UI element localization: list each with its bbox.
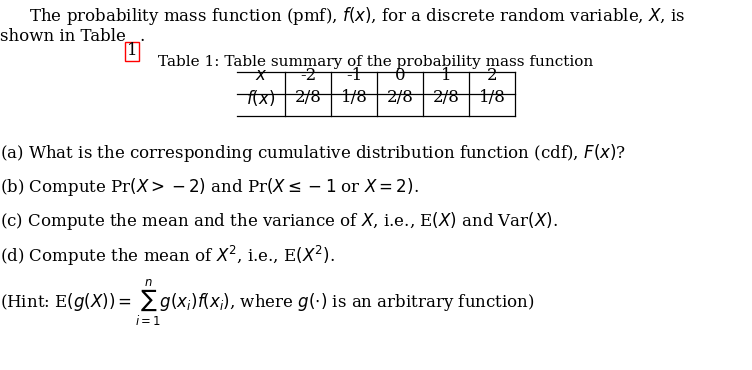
Text: 1: 1 <box>441 67 451 84</box>
Text: (d) Compute the mean of $X^2$, i.e., E$(X^2)$.: (d) Compute the mean of $X^2$, i.e., E$(… <box>0 244 335 268</box>
Text: The probability mass function (pmf), $f(x)$, for a discrete random variable, $X$: The probability mass function (pmf), $f(… <box>8 5 685 27</box>
Text: 1/8: 1/8 <box>341 90 368 107</box>
Text: -2: -2 <box>300 67 316 84</box>
Text: (c) Compute the mean and the variance of $X$, i.e., E$(X)$ and Var$(X)$.: (c) Compute the mean and the variance of… <box>0 210 558 232</box>
Text: 1: 1 <box>126 42 138 59</box>
Text: .: . <box>139 28 144 45</box>
Text: $x$: $x$ <box>255 67 267 84</box>
Text: shown in Table: shown in Table <box>0 28 126 45</box>
Text: 2/8: 2/8 <box>295 90 321 107</box>
Text: Table 1: Table summary of the probability mass function: Table 1: Table summary of the probabilit… <box>159 55 593 69</box>
Text: 2/8: 2/8 <box>387 90 414 107</box>
Text: (a) What is the corresponding cumulative distribution function (cdf), $F(x)$?: (a) What is the corresponding cumulative… <box>0 142 626 164</box>
Text: -1: -1 <box>346 67 362 84</box>
Text: (b) Compute Pr$(X > -2)$ and Pr$(X \leq -1$ or $X = 2)$.: (b) Compute Pr$(X > -2)$ and Pr$(X \leq … <box>0 176 419 198</box>
Text: 1/8: 1/8 <box>478 90 505 107</box>
Text: 2: 2 <box>487 67 497 84</box>
FancyBboxPatch shape <box>125 42 139 61</box>
Text: $f(x)$: $f(x)$ <box>247 88 276 108</box>
Text: (Hint: E$(g(X)) = \sum_{i=1}^{n} g(x_i)f(x_i)$, where $g(\cdot)$ is an arbitrary: (Hint: E$(g(X)) = \sum_{i=1}^{n} g(x_i)f… <box>0 278 535 328</box>
Text: 2/8: 2/8 <box>432 90 459 107</box>
Text: 0: 0 <box>395 67 405 84</box>
